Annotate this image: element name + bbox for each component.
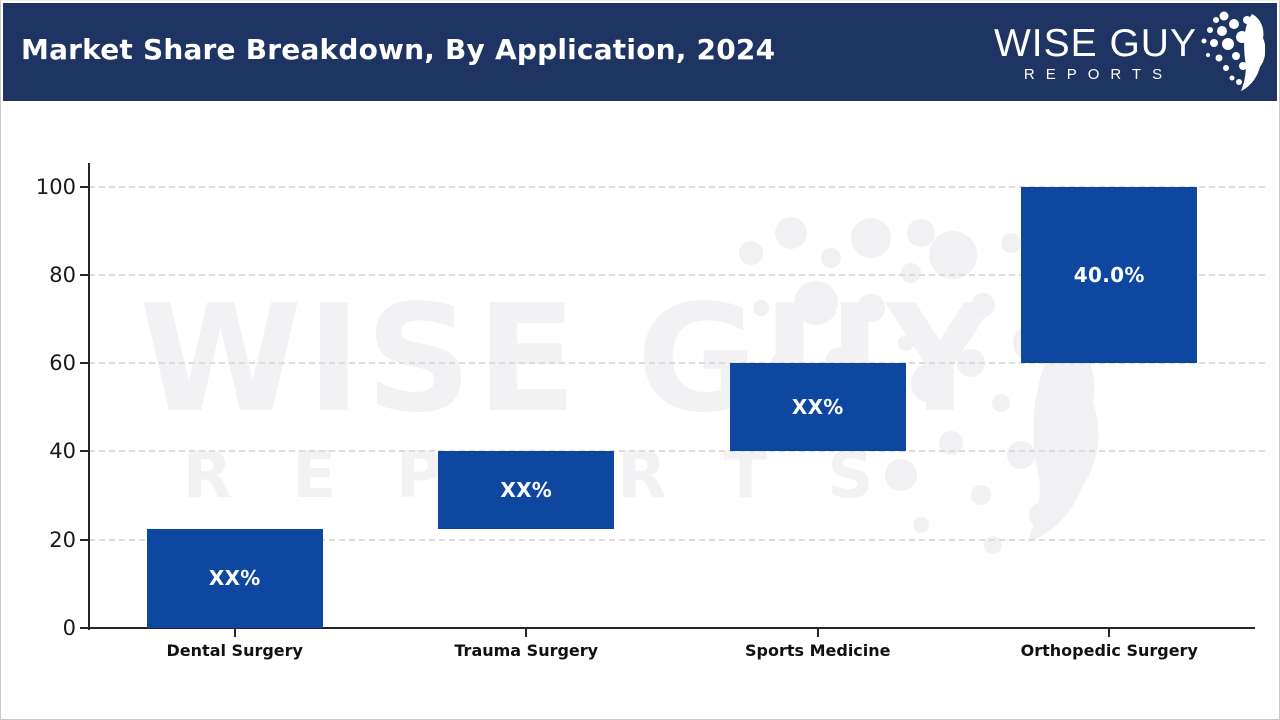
report-header: Market Share Breakdown, By Application, … (3, 3, 1277, 101)
gridline-60 (89, 362, 1265, 365)
bar-sports-medicine: XX% (729, 363, 906, 452)
chart-title: Market Share Breakdown, By Application, … (21, 33, 776, 66)
logo-face-dots-icon (1201, 11, 1265, 91)
y-axis-tick-label: 80 (49, 262, 76, 287)
x-axis-tick-mark (233, 629, 236, 637)
y-axis-tick-label: 60 (49, 351, 76, 376)
y-axis-tick-label: 40 (49, 439, 76, 464)
gridline-80 (89, 273, 1265, 276)
y-axis-line (88, 162, 90, 630)
gridline-20 (89, 538, 1265, 541)
x-axis-tick-mark (525, 629, 528, 637)
logo-subtitle: REPORTS (1023, 66, 1174, 83)
y-axis-tick-mark (80, 450, 88, 453)
y-axis-tick-mark (80, 273, 88, 276)
bar-orthopedic-surgery: 40.0% (1021, 186, 1198, 364)
y-axis-tick-label: 0 (62, 616, 76, 640)
bar-value-label: 40.0% (1073, 262, 1145, 287)
x-axis-line (87, 627, 1255, 629)
bar-dental-surgery: XX% (146, 528, 323, 628)
y-axis-tick-mark (80, 627, 88, 629)
logo-text: WISE GUY REPORTS (993, 22, 1197, 84)
x-axis-category-label: Sports Medicine (744, 641, 891, 660)
x-axis-category-label: Orthopedic Surgery (1020, 641, 1198, 660)
x-axis-category-label: Dental Surgery (166, 641, 303, 660)
y-axis-tick-label: 20 (49, 527, 76, 552)
x-axis-tick-mark (816, 629, 819, 637)
y-axis-tick-mark (80, 362, 88, 365)
y-axis-tick-mark (80, 185, 88, 188)
logo-wordmark: WISE GUY (993, 22, 1197, 65)
y-axis-tick-mark (80, 538, 88, 541)
plot-area: 0 20 40 60 80 100 XX% Dental Surgery XX% Trauma S… (1, 101, 1279, 719)
x-axis-category-label: Trauma Surgery (454, 641, 599, 660)
bar-trauma-surgery: XX% (438, 451, 615, 529)
bar-value-label: XX% (791, 395, 844, 420)
bar-value-label: XX% (500, 478, 553, 503)
gridline-40 (89, 450, 1265, 453)
x-axis-tick-mark (1108, 629, 1111, 637)
wiseguy-logo: WISE GUY REPORTS (994, 11, 1265, 95)
gridline-100 (89, 185, 1265, 188)
y-axis-tick-label: 100 (35, 174, 76, 199)
bar-value-label: XX% (208, 566, 261, 591)
